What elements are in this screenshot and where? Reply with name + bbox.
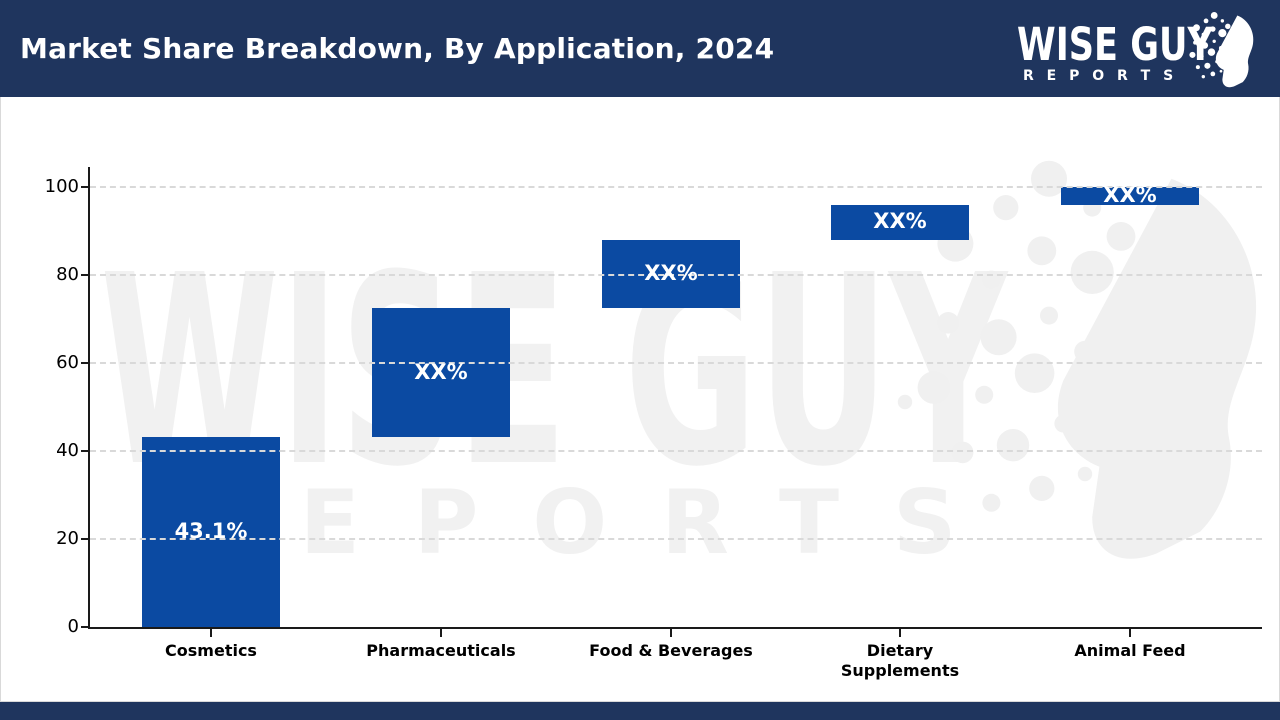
logo-text-reports: R E P O R T S (1023, 68, 1177, 84)
logo-text-wise-guy: WISE GUY (1017, 19, 1214, 71)
y-tick-0 (81, 626, 89, 628)
bar-value-label: XX% (1103, 182, 1157, 207)
y-axis-line (88, 167, 90, 629)
x-tick-0 (210, 629, 212, 637)
y-tick-80 (81, 274, 89, 276)
bar-value-label: XX% (414, 359, 468, 384)
gridline-100 (90, 186, 1262, 188)
category-label: Animal Feed (1074, 641, 1186, 660)
bar-value-label: XX% (873, 209, 927, 234)
y-tick-label-60: 60 (56, 352, 79, 373)
gridline-20 (90, 538, 1262, 540)
bar-pharmaceuticals (372, 308, 510, 438)
gridline-80 (90, 274, 1262, 276)
x-axis-line (88, 627, 1262, 629)
y-tick-label-40: 40 (56, 440, 79, 461)
bar-cosmetics (142, 437, 280, 627)
x-tick-3 (899, 629, 901, 637)
gridline-60 (90, 362, 1262, 364)
y-tick-label-0: 0 (67, 616, 79, 637)
category-label: Pharmaceuticals (366, 641, 516, 660)
logo-head-icon (1189, 12, 1254, 88)
bar-value-label: 43.1% (174, 519, 248, 544)
x-tick-2 (670, 629, 672, 637)
category-label: Food & Beverages (589, 641, 753, 660)
header-bar: Market Share Breakdown, By Application, … (0, 0, 1280, 97)
x-tick-4 (1129, 629, 1131, 637)
footer-bar (0, 702, 1280, 720)
y-tick-label-100: 100 (44, 176, 79, 197)
bar-value-label: XX% (644, 260, 698, 285)
bar-food-beverages (602, 239, 740, 308)
y-tick-40 (81, 450, 89, 452)
y-tick-100 (81, 186, 89, 188)
y-tick-label-20: 20 (56, 528, 79, 549)
y-tick-20 (81, 538, 89, 540)
x-tick-1 (440, 629, 442, 637)
wise-guy-reports-logo: WISE GUY R E P O R T S (1017, 12, 1254, 88)
category-label: Cosmetics (165, 641, 257, 660)
gridline-40 (90, 450, 1262, 452)
category-label: Dietary Supplements (840, 641, 960, 680)
chart-title: Market Share Breakdown, By Application, … (20, 32, 775, 65)
y-tick-label-80: 80 (56, 264, 79, 285)
y-tick-60 (81, 362, 89, 364)
